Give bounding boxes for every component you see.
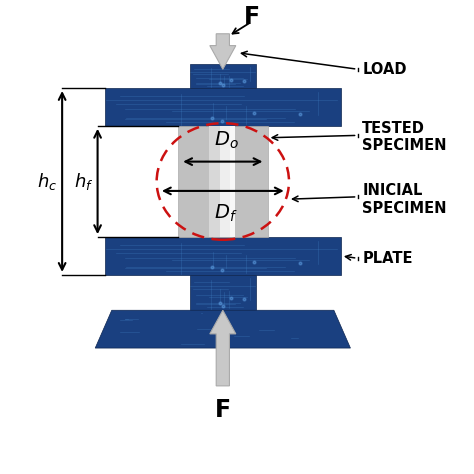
Text: F: F [244, 5, 260, 29]
Polygon shape [220, 126, 230, 237]
Text: $D_o$: $D_o$ [214, 130, 238, 151]
FancyArrow shape [210, 310, 236, 386]
Polygon shape [105, 237, 341, 275]
Text: $h_f$: $h_f$ [73, 171, 93, 192]
Text: $D_f$: $D_f$ [214, 202, 238, 224]
Polygon shape [190, 275, 256, 310]
Text: SPECIMEN: SPECIMEN [362, 201, 447, 216]
Polygon shape [230, 126, 235, 237]
Text: TESTED: TESTED [362, 121, 425, 136]
Polygon shape [95, 310, 350, 348]
Polygon shape [105, 88, 341, 126]
Text: PLATE: PLATE [362, 251, 413, 266]
Polygon shape [209, 126, 220, 237]
Text: $h_c$: $h_c$ [37, 171, 57, 192]
FancyArrow shape [210, 34, 236, 69]
Polygon shape [178, 126, 268, 237]
Text: F: F [215, 398, 231, 421]
Text: INICIAL: INICIAL [362, 183, 423, 198]
Polygon shape [190, 64, 256, 88]
Text: SPECIMEN: SPECIMEN [362, 138, 447, 153]
Text: LOAD: LOAD [362, 62, 407, 77]
